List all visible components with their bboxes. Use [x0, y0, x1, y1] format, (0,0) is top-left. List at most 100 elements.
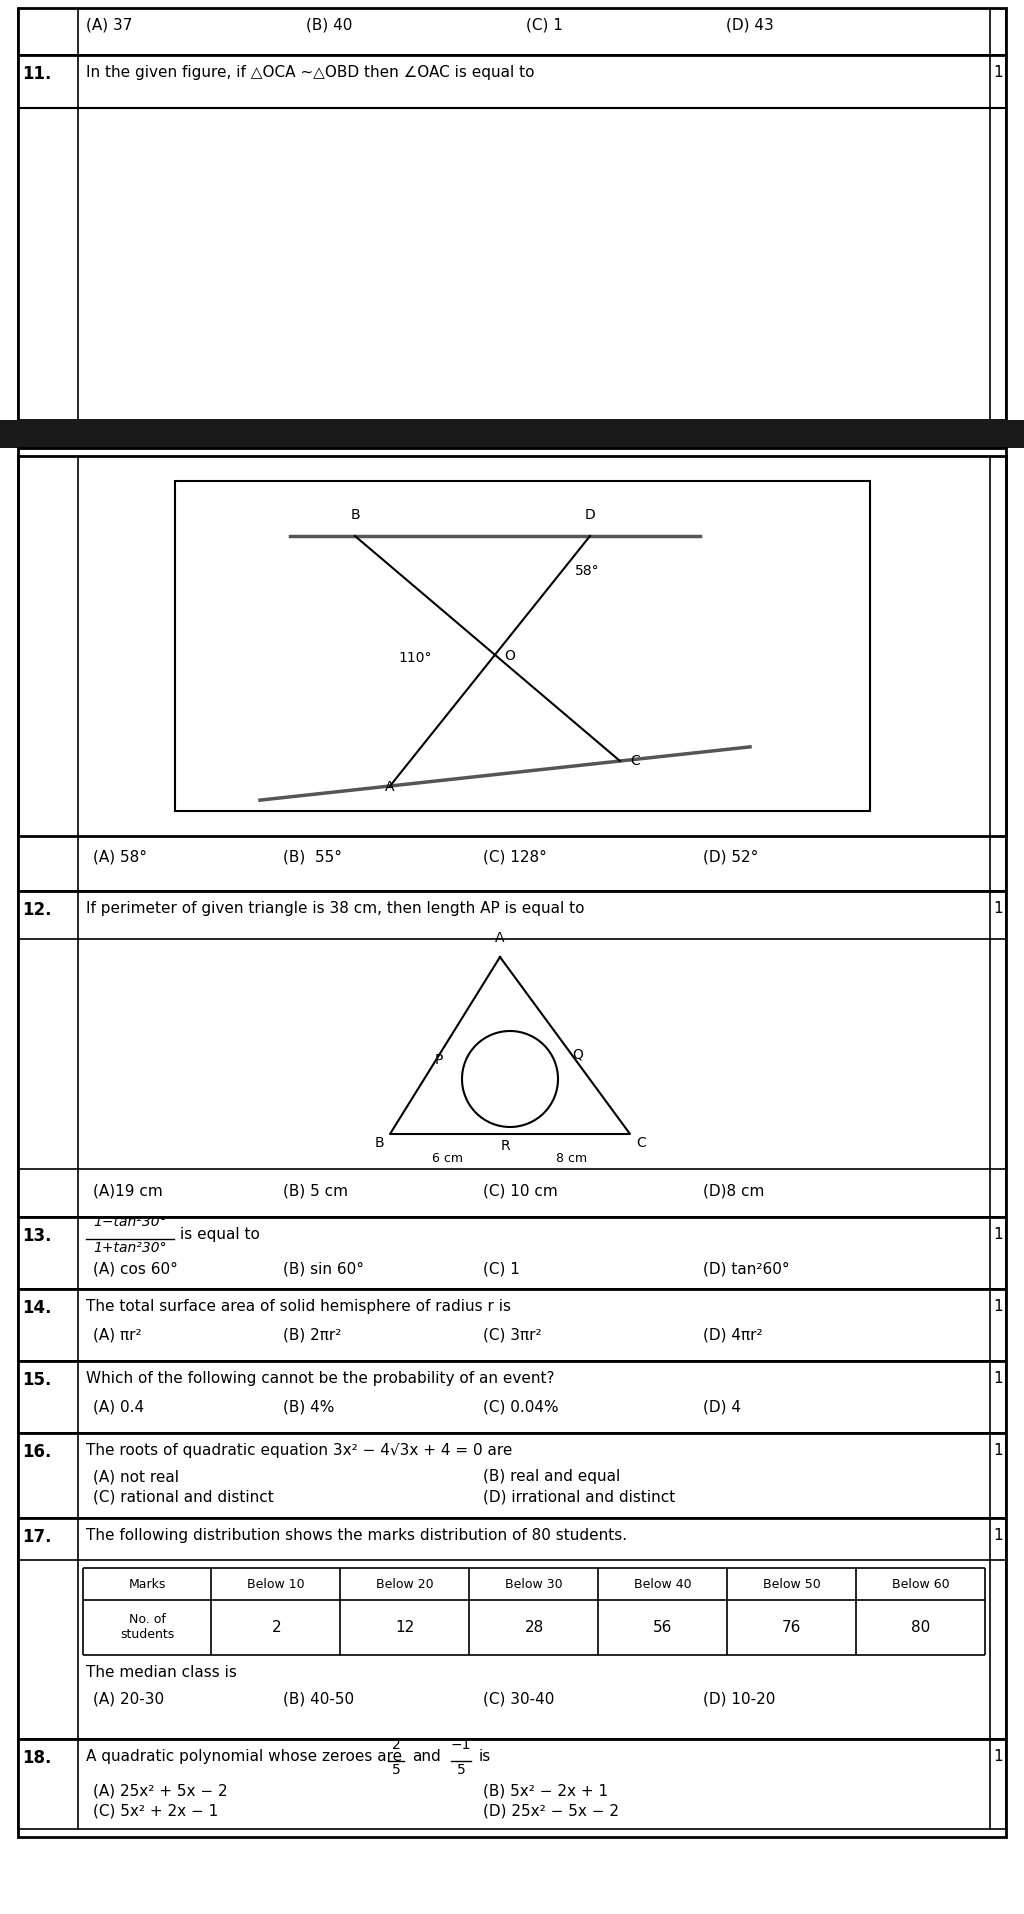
Text: The following distribution shows the marks distribution of 80 students.: The following distribution shows the mar…: [86, 1527, 627, 1543]
Text: (A) 58°: (A) 58°: [93, 850, 147, 865]
Text: Which of the following cannot be the probability of an event?: Which of the following cannot be the pro…: [86, 1370, 555, 1386]
Text: (A) not real: (A) not real: [93, 1470, 179, 1483]
Text: (C) rational and distinct: (C) rational and distinct: [93, 1489, 273, 1504]
Bar: [175, 480, 870, 812]
Text: 5: 5: [391, 1763, 400, 1776]
Text: 1−tan²30°: 1−tan²30°: [93, 1215, 167, 1229]
Text: (C) 1: (C) 1: [483, 1261, 520, 1277]
Text: 1: 1: [993, 65, 1002, 80]
Text: 13.: 13.: [22, 1227, 51, 1244]
Text: 15.: 15.: [22, 1370, 51, 1390]
Text: Below 40: Below 40: [634, 1577, 691, 1591]
Text: (D)8 cm: (D)8 cm: [703, 1183, 764, 1198]
Text: Below 50: Below 50: [763, 1577, 820, 1591]
Text: If perimeter of given triangle is 38 cm, then length AP is equal to: If perimeter of given triangle is 38 cm,…: [86, 901, 585, 917]
Text: 56: 56: [653, 1619, 673, 1635]
Text: O: O: [504, 649, 515, 662]
Text: (A)19 cm: (A)19 cm: [93, 1183, 163, 1198]
Text: D: D: [585, 507, 595, 523]
Text: 1: 1: [993, 1227, 1002, 1242]
Text: (B) real and equal: (B) real and equal: [483, 1470, 621, 1483]
Text: Q: Q: [572, 1049, 583, 1062]
Text: Below 20: Below 20: [377, 1577, 434, 1591]
Text: (C) 3πr²: (C) 3πr²: [483, 1326, 542, 1342]
Text: (B) 2πr²: (B) 2πr²: [283, 1326, 341, 1342]
Text: and: and: [412, 1749, 440, 1765]
Text: 14.: 14.: [22, 1300, 51, 1317]
Text: 12.: 12.: [22, 901, 51, 919]
Text: (D) tan²60°: (D) tan²60°: [703, 1261, 790, 1277]
Text: B: B: [375, 1137, 384, 1150]
Text: 2: 2: [391, 1738, 400, 1751]
Text: 17.: 17.: [22, 1527, 51, 1547]
Text: 1: 1: [993, 1370, 1002, 1386]
Text: (C) 0.04%: (C) 0.04%: [483, 1399, 559, 1414]
Text: A: A: [385, 781, 394, 794]
Text: P: P: [434, 1053, 443, 1066]
Text: Marks: Marks: [129, 1577, 166, 1591]
Text: 28: 28: [524, 1619, 544, 1635]
Text: (A) 20-30: (A) 20-30: [93, 1690, 164, 1705]
Text: 1: 1: [993, 1443, 1002, 1458]
Text: is: is: [479, 1749, 492, 1765]
Text: (B) 5x² − 2x + 1: (B) 5x² − 2x + 1: [483, 1784, 608, 1797]
Text: 1: 1: [993, 1527, 1002, 1543]
Text: −1: −1: [451, 1738, 471, 1751]
Text: (C) 128°: (C) 128°: [483, 850, 547, 865]
Text: The total surface area of solid hemisphere of radius r is: The total surface area of solid hemisphe…: [86, 1300, 511, 1315]
Text: Below 10: Below 10: [248, 1577, 305, 1591]
Bar: [18, 448, 1006, 1837]
Bar: [18, 8, 1006, 419]
Text: (A) 0.4: (A) 0.4: [93, 1399, 144, 1414]
Text: Below 30: Below 30: [505, 1577, 563, 1591]
Text: A quadratic polynomial whose zeroes are: A quadratic polynomial whose zeroes are: [86, 1749, 402, 1765]
Text: (D) 4πr²: (D) 4πr²: [703, 1326, 763, 1342]
Text: The median class is: The median class is: [86, 1665, 237, 1680]
Text: 12: 12: [395, 1619, 415, 1635]
Text: B: B: [350, 507, 359, 523]
Text: 8 cm: 8 cm: [556, 1152, 588, 1166]
Text: (C) 10 cm: (C) 10 cm: [483, 1183, 558, 1198]
Text: Below 60: Below 60: [892, 1577, 949, 1591]
Text: 1+tan²30°: 1+tan²30°: [93, 1240, 167, 1256]
Text: (A) 25x² + 5x − 2: (A) 25x² + 5x − 2: [93, 1784, 227, 1797]
Text: (D) 52°: (D) 52°: [703, 850, 759, 865]
Text: is equal to: is equal to: [180, 1227, 260, 1242]
Text: 1: 1: [993, 1300, 1002, 1315]
Text: 11.: 11.: [22, 65, 51, 82]
Bar: [0, 419, 1024, 448]
Text: C: C: [636, 1137, 646, 1150]
Text: In the given figure, if △OCA ~△OBD then ∠OAC is equal to: In the given figure, if △OCA ~△OBD then …: [86, 65, 535, 80]
Text: (D) 25x² − 5x − 2: (D) 25x² − 5x − 2: [483, 1803, 618, 1818]
Text: 18.: 18.: [22, 1749, 51, 1767]
Text: 5: 5: [457, 1763, 465, 1776]
Text: The roots of quadratic equation 3x² − 4√3x + 4 = 0 are: The roots of quadratic equation 3x² − 4√…: [86, 1443, 512, 1458]
Text: 6 cm: 6 cm: [431, 1152, 463, 1166]
Text: (B) 40-50: (B) 40-50: [283, 1690, 354, 1705]
Text: (A) πr²: (A) πr²: [93, 1326, 141, 1342]
Text: (C) 5x² + 2x − 1: (C) 5x² + 2x − 1: [93, 1803, 218, 1818]
Text: (D) 4: (D) 4: [703, 1399, 741, 1414]
Bar: [18, 456, 1006, 836]
Text: 58°: 58°: [575, 565, 600, 578]
Text: (B) 40: (B) 40: [306, 17, 352, 33]
Text: 1: 1: [993, 901, 1002, 917]
Text: (B) 5 cm: (B) 5 cm: [283, 1183, 348, 1198]
Text: 76: 76: [782, 1619, 802, 1635]
Text: (B) sin 60°: (B) sin 60°: [283, 1261, 364, 1277]
Text: 1: 1: [993, 1749, 1002, 1765]
Text: 110°: 110°: [398, 651, 432, 664]
Text: (A) cos 60°: (A) cos 60°: [93, 1261, 178, 1277]
Text: (C) 1: (C) 1: [526, 17, 563, 33]
Text: (D) 10-20: (D) 10-20: [703, 1690, 775, 1705]
Text: (B)  55°: (B) 55°: [283, 850, 342, 865]
Text: No. of
students: No. of students: [120, 1614, 174, 1640]
Text: 80: 80: [911, 1619, 930, 1635]
Text: (C) 30-40: (C) 30-40: [483, 1690, 554, 1705]
Text: 16.: 16.: [22, 1443, 51, 1460]
Text: (D) irrational and distinct: (D) irrational and distinct: [483, 1489, 675, 1504]
Text: R: R: [500, 1139, 510, 1152]
Text: A: A: [496, 930, 505, 946]
Text: 2: 2: [271, 1619, 282, 1635]
Text: C: C: [630, 754, 640, 768]
